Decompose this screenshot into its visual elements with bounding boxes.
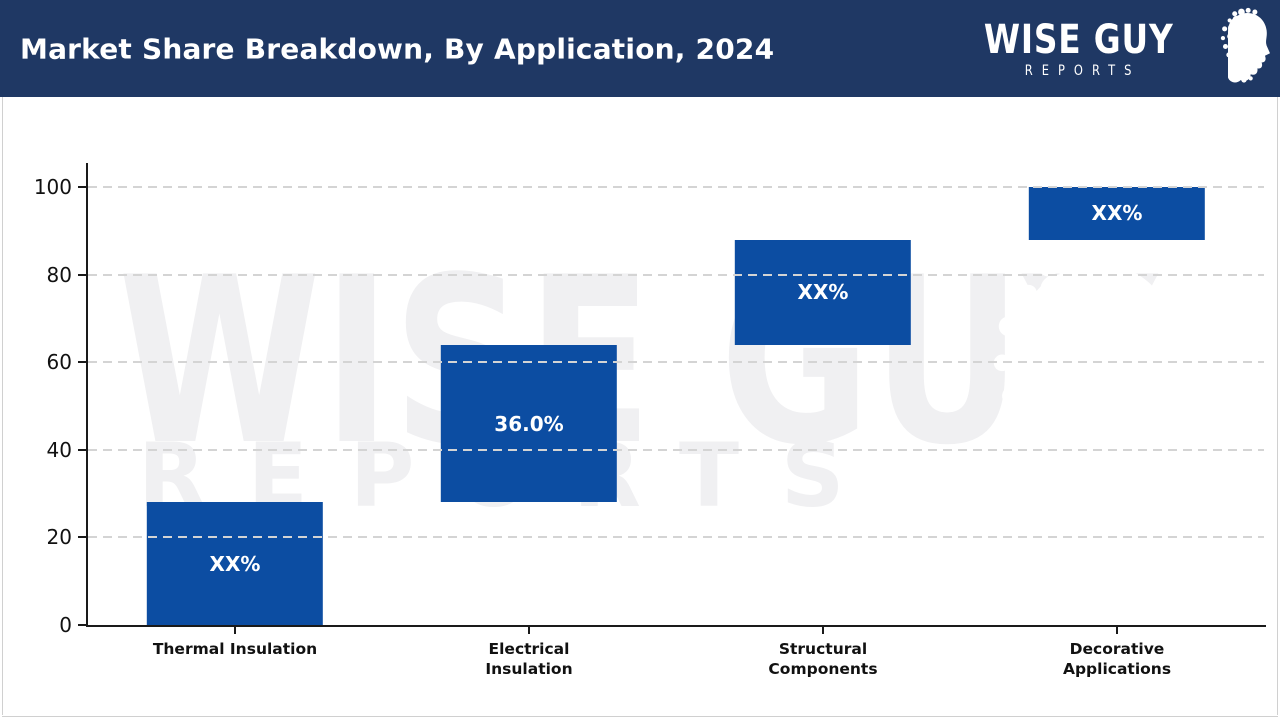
y-tick-mark (78, 361, 86, 364)
y-tick-mark (78, 624, 86, 626)
bar-value-label: XX% (1091, 201, 1143, 226)
plot-area: XX% 36.0% XX% XX% (88, 187, 1264, 625)
category-label-1: Electrical Insulation (382, 639, 676, 679)
category-column-3: XX% (970, 187, 1264, 625)
y-tick-mark (78, 186, 86, 188)
bar-3: XX% (1028, 187, 1206, 240)
category-label-0: Thermal Insulation (88, 639, 382, 659)
logo-subtext: REPORTS (1024, 62, 1141, 79)
y-tick-mark (78, 448, 86, 451)
category-label-line: Components (768, 660, 878, 678)
y-tick-label: 60 (46, 350, 72, 375)
x-axis-labels: Thermal Insulation Electrical Insulation St… (88, 639, 1264, 685)
bar-1: 36.0% (440, 344, 618, 503)
y-tick-label: 40 (46, 437, 72, 462)
y-tick-mark (78, 536, 86, 539)
category-label-line: Decorative (1069, 640, 1165, 658)
logo-head-icon (1220, 7, 1270, 83)
x-tick-mark (822, 627, 824, 634)
bar-value-label: XX% (209, 551, 261, 576)
logo-text: WISE GUY REPORTS (963, 20, 1194, 79)
bar-value-label: 36.0% (494, 411, 564, 436)
y-ticks (78, 186, 86, 626)
category-label-2: Structural Components (676, 639, 970, 679)
category-label-line: Thermal Insulation (152, 640, 318, 658)
x-tick-mark (234, 627, 236, 634)
y-tick-label: 20 (46, 525, 72, 550)
wise-guy-reports-logo: WISE GUY REPORTS (963, 6, 1272, 92)
category-label-line: Insulation (485, 660, 573, 678)
bar-2: XX% (734, 239, 912, 345)
category-column-0: XX% (88, 187, 382, 625)
frame-border-right (1277, 97, 1278, 715)
y-tick-label: 80 (46, 262, 72, 287)
x-ticks (88, 627, 1264, 635)
x-tick-mark (1116, 627, 1118, 634)
x-axis-spine (86, 625, 1266, 627)
header-bar: Market Share Breakdown, By Application, … (0, 0, 1280, 97)
page-title: Market Share Breakdown, By Application, … (20, 32, 775, 65)
y-axis-spine (86, 163, 88, 627)
category-label-line: Applications (1062, 660, 1172, 678)
frame-border-left (2, 97, 3, 715)
x-tick-mark (528, 627, 530, 634)
y-tick-label: 100 (33, 175, 72, 199)
frame-border-bottom (2, 716, 1278, 717)
y-axis-labels: 0 20 40 60 80 100 (0, 175, 72, 637)
y-tick-label: 0 (59, 613, 72, 637)
bar-value-label: XX% (797, 280, 849, 305)
logo-wordmark: WISE GUY (983, 16, 1174, 63)
y-tick-mark (78, 273, 86, 276)
category-label-line: Structural (778, 640, 868, 658)
category-column-2: XX% (676, 187, 970, 625)
bar-0: XX% (146, 502, 324, 625)
category-label-3: Decorative Applications (970, 639, 1264, 679)
category-label-line: Electrical (488, 640, 570, 658)
category-column-1: 36.0% (382, 187, 676, 625)
